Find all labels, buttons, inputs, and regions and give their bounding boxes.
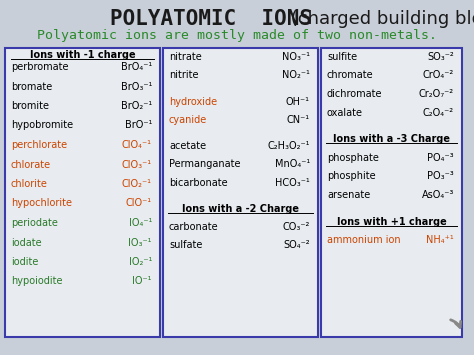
Text: dichromate: dichromate xyxy=(327,89,383,99)
Text: Cr₂O₇⁻²: Cr₂O₇⁻² xyxy=(419,89,454,99)
Text: iodate: iodate xyxy=(11,237,42,247)
Text: nitrate: nitrate xyxy=(169,52,202,62)
Text: NO₃⁻¹: NO₃⁻¹ xyxy=(282,52,310,62)
Text: hypoiodite: hypoiodite xyxy=(11,277,63,286)
Text: CO₃⁻²: CO₃⁻² xyxy=(283,222,310,232)
Text: Polyatomic ions are mostly made of two non-metals.: Polyatomic ions are mostly made of two n… xyxy=(37,28,437,42)
Text: acetate: acetate xyxy=(169,141,206,151)
Text: Ions with a -3 Charge: Ions with a -3 Charge xyxy=(333,134,450,144)
Text: hydroxide: hydroxide xyxy=(169,97,217,106)
Text: bicarbonate: bicarbonate xyxy=(169,178,228,187)
Text: C₂O₄⁻²: C₂O₄⁻² xyxy=(423,108,454,118)
Text: CrO₄⁻²: CrO₄⁻² xyxy=(423,71,454,81)
Text: hypochlorite: hypochlorite xyxy=(11,198,72,208)
Text: Ions with +1 charge: Ions with +1 charge xyxy=(337,217,447,226)
Text: Permanganate: Permanganate xyxy=(169,159,240,169)
Text: phosphite: phosphite xyxy=(327,171,375,181)
Text: chlorate: chlorate xyxy=(11,159,51,169)
Text: BrO₄⁻¹: BrO₄⁻¹ xyxy=(121,62,152,72)
Text: OH⁻¹: OH⁻¹ xyxy=(286,97,310,106)
Text: sulfate: sulfate xyxy=(169,240,202,250)
Text: POLYATOMIC  IONS: POLYATOMIC IONS xyxy=(110,9,312,29)
Text: IO₃⁻¹: IO₃⁻¹ xyxy=(128,237,152,247)
Text: phosphate: phosphate xyxy=(327,153,379,163)
Text: IO₄⁻¹: IO₄⁻¹ xyxy=(128,218,152,228)
Text: ClO₃⁻¹: ClO₃⁻¹ xyxy=(122,159,152,169)
Text: perbromate: perbromate xyxy=(11,62,69,72)
Text: BrO₃⁻¹: BrO₃⁻¹ xyxy=(120,82,152,92)
Text: C₂H₃O₂⁻¹: C₂H₃O₂⁻¹ xyxy=(267,141,310,151)
Text: PO₄⁻³: PO₄⁻³ xyxy=(428,153,454,163)
Text: chromate: chromate xyxy=(327,71,374,81)
FancyBboxPatch shape xyxy=(321,48,462,337)
Text: hypobromite: hypobromite xyxy=(11,120,73,131)
Text: cyanide: cyanide xyxy=(169,115,207,125)
Text: IO⁻¹: IO⁻¹ xyxy=(133,277,152,286)
Text: CN⁻¹: CN⁻¹ xyxy=(287,115,310,125)
Text: (charged building blocks): (charged building blocks) xyxy=(285,10,474,28)
Text: ClO₂⁻¹: ClO₂⁻¹ xyxy=(122,179,152,189)
Text: Ions with a -2 Charge: Ions with a -2 Charge xyxy=(182,204,299,214)
Text: NO₂⁻¹: NO₂⁻¹ xyxy=(282,70,310,80)
FancyBboxPatch shape xyxy=(163,48,318,337)
Text: ammonium ion: ammonium ion xyxy=(327,235,401,245)
Text: ClO⁻¹: ClO⁻¹ xyxy=(126,198,152,208)
Text: SO₃⁻²: SO₃⁻² xyxy=(427,52,454,62)
Text: oxalate: oxalate xyxy=(327,108,363,118)
Text: HCO₃⁻¹: HCO₃⁻¹ xyxy=(275,178,310,187)
Text: BrO₂⁻¹: BrO₂⁻¹ xyxy=(121,101,152,111)
Text: iodite: iodite xyxy=(11,257,38,267)
Text: Ions with -1 charge: Ions with -1 charge xyxy=(30,50,135,60)
FancyBboxPatch shape xyxy=(5,48,160,337)
Text: BrO⁻¹: BrO⁻¹ xyxy=(125,120,152,131)
Text: IO₂⁻¹: IO₂⁻¹ xyxy=(128,257,152,267)
Text: periodate: periodate xyxy=(11,218,58,228)
Text: SO₄⁻²: SO₄⁻² xyxy=(283,240,310,250)
Text: sulfite: sulfite xyxy=(327,52,357,62)
Text: bromite: bromite xyxy=(11,101,49,111)
Text: ClO₄⁻¹: ClO₄⁻¹ xyxy=(122,140,152,150)
Text: PO₃⁻³: PO₃⁻³ xyxy=(427,171,454,181)
Text: carbonate: carbonate xyxy=(169,222,219,232)
Text: nitrite: nitrite xyxy=(169,70,199,80)
Text: chlorite: chlorite xyxy=(11,179,48,189)
Text: bromate: bromate xyxy=(11,82,52,92)
Text: NH₄⁺¹: NH₄⁺¹ xyxy=(426,235,454,245)
Text: perchlorate: perchlorate xyxy=(11,140,67,150)
Text: AsO₄⁻³: AsO₄⁻³ xyxy=(422,190,454,200)
Text: MnO₄⁻¹: MnO₄⁻¹ xyxy=(275,159,310,169)
Text: arsenate: arsenate xyxy=(327,190,370,200)
